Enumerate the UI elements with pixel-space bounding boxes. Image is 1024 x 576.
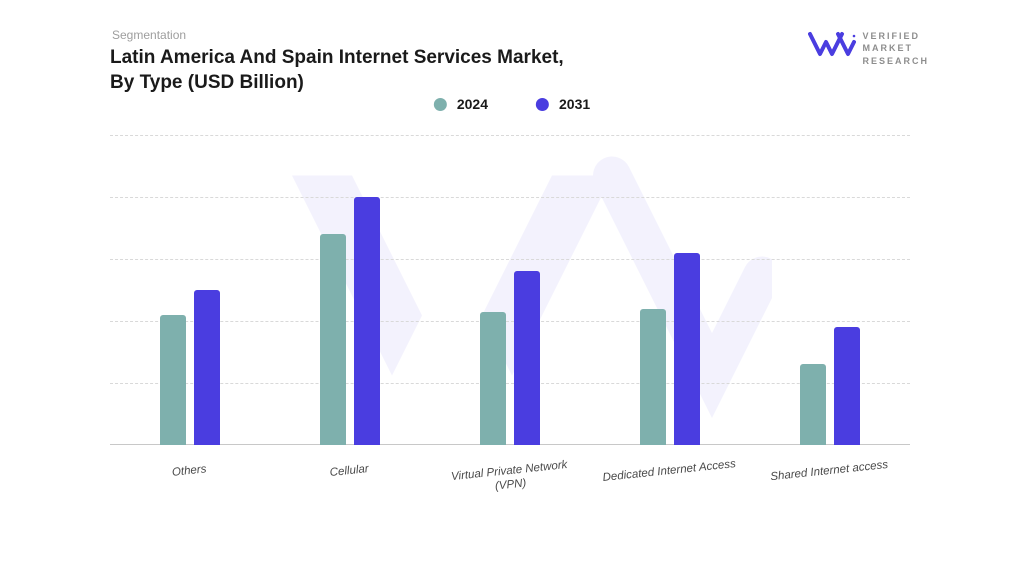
brand-logo: VERIFIED MARKET RESEARCH [808,30,929,67]
bar [674,253,700,445]
bar [354,197,380,445]
legend-label: 2024 [457,96,488,112]
bar-group [135,290,245,445]
category-label: Shared Internet access [759,457,901,500]
category-label: Dedicated Internet Access [599,457,741,500]
bar [194,290,220,445]
category-label: Others [119,457,261,500]
bar [480,312,506,445]
bar-group [455,271,565,445]
bar [800,364,826,445]
legend-item: 2024 [434,96,488,112]
bar-group [295,197,405,445]
bar-group [775,327,885,445]
logo-text: VERIFIED MARKET RESEARCH [862,30,929,66]
legend-item: 2031 [536,96,590,112]
legend-dot-icon [536,98,549,111]
logo-mark-icon [808,30,856,67]
chart-area: OthersCellularVirtual Private Network (V… [110,135,910,475]
bar-group [615,253,725,445]
chart-legend: 2024 2031 [434,96,590,112]
bar [640,309,666,445]
category-label: Virtual Private Network (VPN) [439,457,581,500]
bar [320,234,346,445]
legend-label: 2031 [559,96,590,112]
bar [514,271,540,445]
legend-dot-icon [434,98,447,111]
bar [160,315,186,445]
bars-container [110,135,910,445]
category-label: Cellular [279,457,421,500]
bar [834,327,860,445]
category-labels: OthersCellularVirtual Private Network (V… [110,464,910,493]
